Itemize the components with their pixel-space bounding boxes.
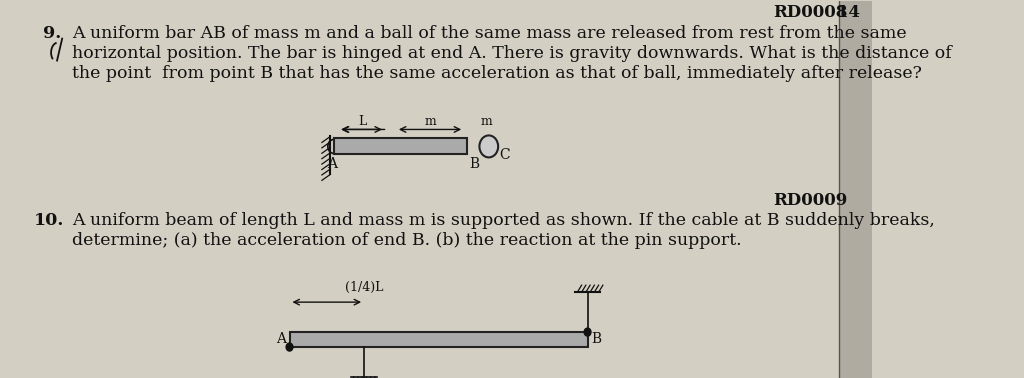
- Bar: [290, 332, 588, 347]
- Text: A uniform bar AB of mass m and a ball of the same mass are released from rest fr: A uniform bar AB of mass m and a ball of…: [73, 25, 907, 42]
- Text: A: A: [276, 332, 286, 345]
- Text: B: B: [591, 332, 601, 345]
- Circle shape: [328, 139, 340, 153]
- Text: 10.: 10.: [34, 212, 65, 229]
- Circle shape: [584, 328, 591, 336]
- Text: the point  from point B that has the same acceleration as that of ball, immediat: the point from point B that has the same…: [73, 65, 923, 82]
- Text: RD0008: RD0008: [773, 4, 848, 21]
- Text: determine; (a) the acceleration of end B. (b) the reaction at the pin support.: determine; (a) the acceleration of end B…: [73, 232, 742, 249]
- Text: A: A: [327, 157, 337, 171]
- Bar: [839, 1, 872, 378]
- Circle shape: [286, 343, 293, 351]
- Text: horizontal position. The bar is hinged at end A. There is gravity downwards. Wha: horizontal position. The bar is hinged a…: [73, 45, 952, 62]
- Text: m: m: [480, 115, 493, 129]
- Text: L: L: [358, 115, 367, 129]
- Text: 14: 14: [838, 4, 860, 21]
- Text: B: B: [469, 157, 479, 171]
- Text: RD0009: RD0009: [773, 192, 848, 209]
- Circle shape: [479, 135, 498, 157]
- Text: A uniform beam of length L and mass m is supported as shown. If the cable at B s: A uniform beam of length L and mass m is…: [73, 212, 935, 229]
- Text: C: C: [499, 149, 510, 163]
- Text: (1/4)L: (1/4)L: [345, 281, 383, 294]
- Text: m: m: [425, 115, 437, 129]
- Text: 9.: 9.: [43, 25, 60, 42]
- Bar: [334, 138, 467, 154]
